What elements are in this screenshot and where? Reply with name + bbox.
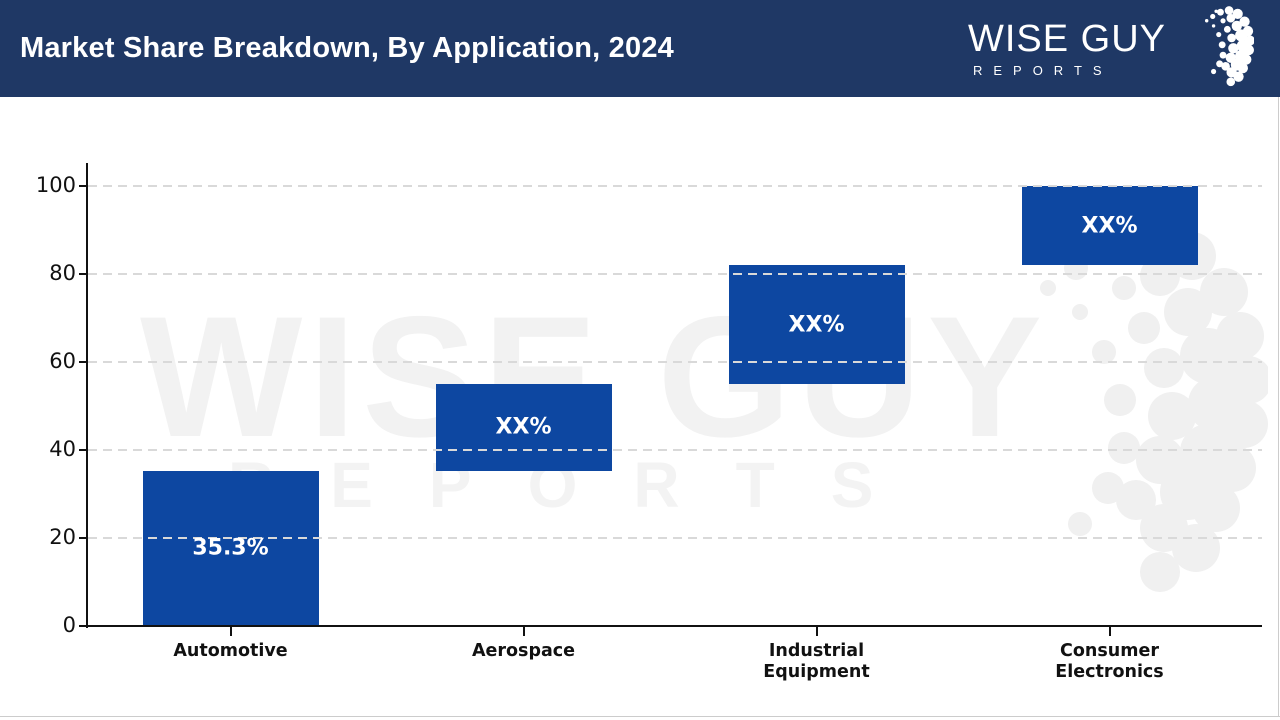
brand-name: WISE GUY [967,17,1166,60]
x-tick-mark-consumer-electronics [1108,627,1111,636]
y-tick-label-20: 20 [49,525,76,549]
y-tick-label-60: 60 [49,349,76,373]
watermark-face-icon [868,210,1272,614]
bottom-divider [0,716,1280,717]
bar-value-label-automotive: 35.3% [192,535,269,561]
y-tick-mark-60 [79,361,87,363]
x-tick-mark-industrial-equipment [815,627,818,636]
y-tick-label-100: 100 [35,173,76,197]
gridline-80 [88,273,1262,275]
y-axis-line [86,163,88,628]
category-label-automotive: Automotive [173,641,288,661]
gridline-60 [88,361,1262,363]
y-tick-label-0: 0 [62,613,76,637]
y-tick-label-40: 40 [49,437,76,461]
y-tick-mark-80 [79,273,87,275]
y-tick-mark-0 [79,625,87,627]
x-axis-line [86,625,1262,627]
bar-aerospace [435,384,612,471]
category-label-aerospace: Aerospace [471,641,576,661]
header-bar: Market Share Breakdown, By Application, … [0,0,1280,97]
brand-tagline: REPORTS [972,62,1113,78]
gridline-100 [88,185,1262,187]
bar-automotive [142,470,319,626]
page-title: Market Share Breakdown, By Application, … [20,32,674,64]
bar-value-label-consumer-electronics: XX% [1081,213,1138,239]
x-tick-mark-automotive [229,627,232,636]
bar-value-label-industrial-equipment: XX% [788,312,845,338]
category-label-consumer-electronics: Consumer Electronics [1055,641,1164,682]
y-tick-mark-40 [79,449,87,451]
y-tick-mark-20 [79,537,87,539]
gridline-40 [88,449,1262,451]
brand-face-icon [1168,3,1255,95]
category-label-industrial-equipment: Industrial Equipment [763,641,870,682]
gridline-20 [88,537,1262,539]
y-tick-mark-100 [79,185,87,187]
bar-industrial-equipment [728,265,905,384]
brand-logo: WISE GUY REPORTS [968,3,1255,95]
bar-value-label-aerospace: XX% [495,414,552,440]
brand-logo-text: WISE GUY REPORTS [968,20,1166,78]
x-tick-mark-aerospace [522,627,525,636]
y-tick-label-80: 80 [49,261,76,285]
right-divider [1278,97,1279,717]
